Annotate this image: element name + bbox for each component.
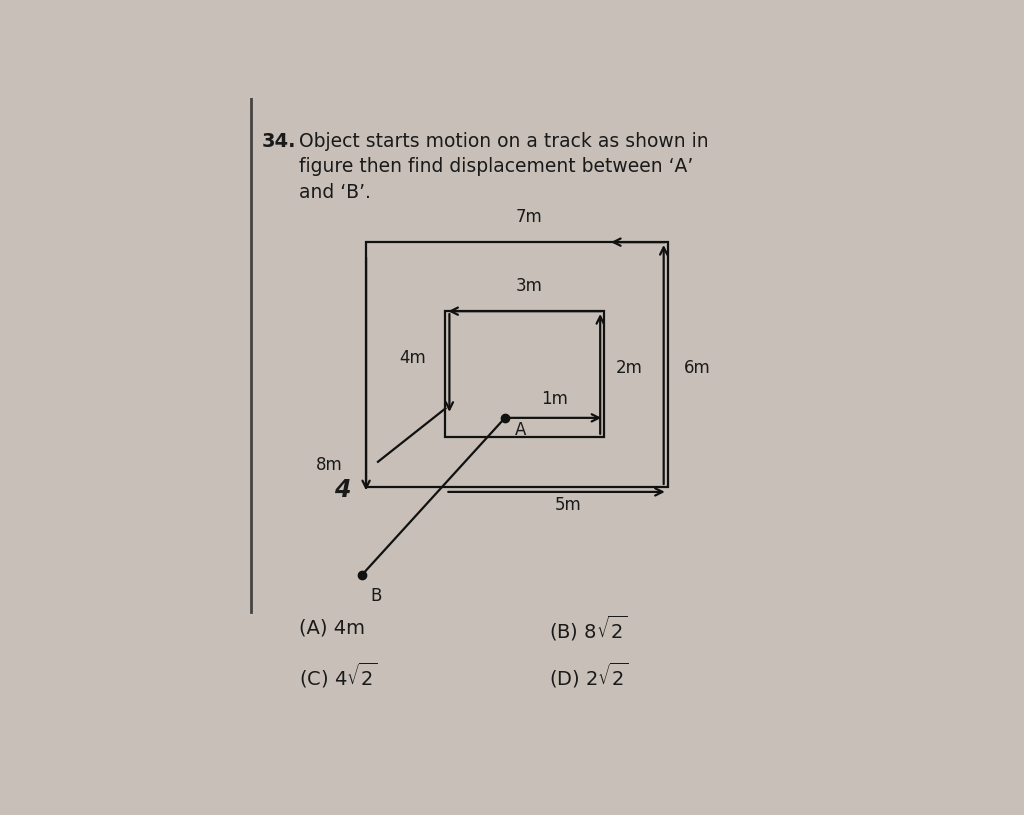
Text: Object starts motion on a track as shown in: Object starts motion on a track as shown…	[299, 132, 709, 152]
Text: 6m: 6m	[684, 359, 711, 377]
Bar	[445, 311, 604, 437]
Text: $\mathrm{(C)\ 4\sqrt{2}}$: $\mathrm{(C)\ 4\sqrt{2}}$	[299, 661, 377, 689]
Text: 3m: 3m	[515, 277, 542, 296]
Text: 4m: 4m	[399, 350, 426, 368]
Text: 8m: 8m	[315, 456, 342, 474]
Text: 5m: 5m	[555, 496, 582, 514]
Text: 4: 4	[334, 478, 350, 502]
Bar	[367, 242, 668, 487]
Text: figure then find displacement between ‘A’: figure then find displacement between ‘A…	[299, 157, 693, 176]
Text: (A) 4m: (A) 4m	[299, 619, 365, 637]
Text: 1m: 1m	[541, 390, 567, 408]
Text: B: B	[370, 588, 381, 606]
Text: 2m: 2m	[616, 359, 643, 377]
Text: 34.: 34.	[261, 132, 296, 152]
Text: A: A	[514, 421, 526, 439]
Text: $\mathrm{(D)\ 2\sqrt{2}}$: $\mathrm{(D)\ 2\sqrt{2}}$	[549, 661, 629, 689]
Text: 7m: 7m	[515, 209, 542, 227]
Text: $\mathrm{(B)\ 8\sqrt{2}}$: $\mathrm{(B)\ 8\sqrt{2}}$	[549, 614, 627, 643]
Text: and ‘B’.: and ‘B’.	[299, 183, 371, 201]
